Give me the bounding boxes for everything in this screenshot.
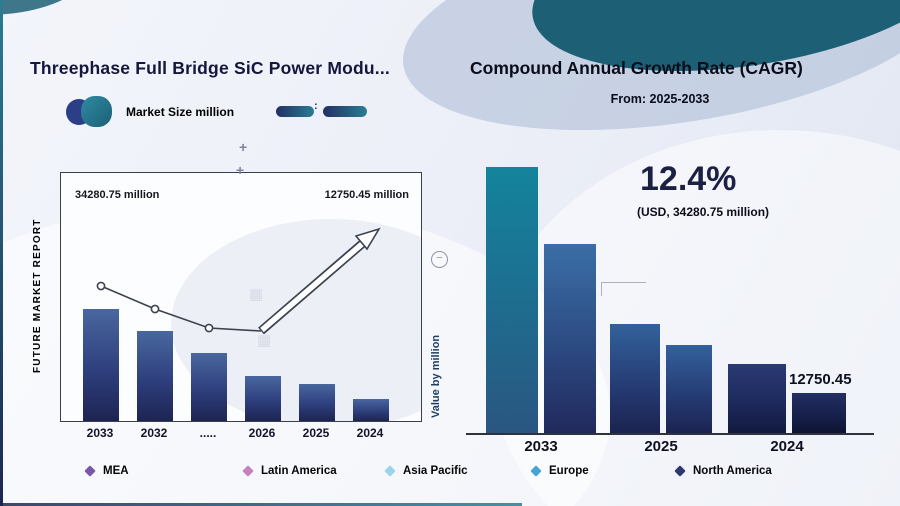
legend-item-europe: Europe [530,463,676,479]
ratio-colon: : [314,100,318,112]
end-value-annotation: 12750.45 [789,371,852,388]
watermark-icon: ▦ [249,286,264,303]
right-x-label: 2033 [524,438,558,455]
left-bars [61,173,421,421]
legend-label: Europe [549,465,589,477]
top-left-wave [0,0,78,22]
left-x-label: 2032 [140,426,168,440]
market-size-bar [245,376,281,421]
legend-bullet-icon [530,465,542,477]
annotation-start-value: 34280.75 million [75,189,160,201]
left-x-axis: 2033 2032..... 2026 2025 2024 [60,426,420,444]
value-by-million-label: Value by million [430,334,442,418]
cagr-chart [466,150,880,435]
legend-bullet-icon [84,465,96,477]
ratio-pill-left [276,106,314,117]
legend-label: Asia Pacific [403,465,468,477]
plus-icon: + [239,139,248,155]
legend-label: MEA [103,465,129,477]
right-x-axis: 2033 2025 2024 [470,438,880,458]
market-size-bar [191,353,227,421]
bottom-edge-accent [0,503,522,506]
cagr-subtitle: From: 2025-2033 [610,92,710,106]
cagr-bar [728,364,786,433]
left-x-label: 2025 [302,426,330,440]
market-size-bar [353,399,389,421]
legend-bullet-icon [674,465,686,477]
cagr-bar [792,393,846,433]
ratio-pill-right [323,106,367,117]
legend-bullet-icon [242,465,254,477]
circle-minus-icon: − [431,251,448,268]
left-x-label: 2033 [86,426,114,440]
legend-item-mea: MEA [84,463,244,479]
annotation-end-value: 12750.45 million [324,189,409,201]
left-edge-accent [0,0,3,506]
cagr-bar [486,167,538,433]
cagr-bar [610,324,660,433]
market-size-bar [137,331,173,421]
left-x-label: 2026 [248,426,276,440]
cagr-bar [544,244,596,433]
watermark-icon: ▦ [257,332,272,349]
legend-bullet-icon [384,465,396,477]
market-size-legend-label: Market Size million [126,105,235,119]
cagr-detail: (USD, 34280.75 million) [637,205,770,219]
market-size-bar [299,384,335,421]
x-axis-baseline [466,433,874,435]
icon-circle-teal [81,96,112,127]
market-size-chart: 34280.75 million 12750.45 million ▦ ▦ [60,172,422,422]
plus-icon: + [236,162,245,178]
left-x-label: 2024 [356,426,384,440]
legend-label: North America [693,465,772,477]
legend-item-north-america: North America [674,463,772,479]
trend-arrow-svg [96,227,381,335]
market-size-icon [66,96,114,128]
right-x-label: 2024 [770,438,804,455]
cagr-title: Compound Annual Growth Rate (CAGR) [470,58,803,78]
market-size-bar [83,309,119,421]
left-x-label: ..... [199,426,217,440]
cagr-bar [666,345,712,433]
right-x-label: 2025 [644,438,678,455]
cagr-value: 12.4% [640,160,737,198]
market-size-title: Threephase Full Bridge SiC Power Modu... [30,58,390,78]
region-legend: MEA Latin America Asia Pacific Europe North … [84,463,772,479]
legend-label: Latin America [261,465,337,477]
corner-bracket-decoration [601,282,646,296]
future-market-report-label: FUTURE MARKET REPORT [32,218,43,374]
legend-item-latin-america: Latin America [242,463,386,479]
legend-item-asia-pacific: Asia Pacific [384,463,532,479]
